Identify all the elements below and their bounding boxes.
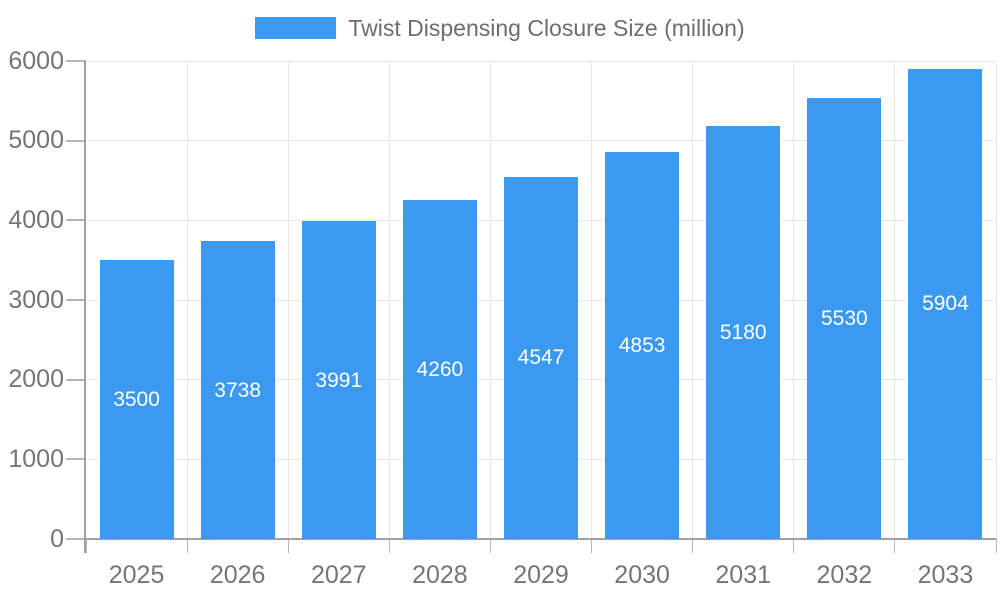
gridline-vertical [995, 61, 997, 539]
x-axis-tick [591, 539, 593, 553]
y-axis-tick [66, 458, 86, 461]
legend-swatch [255, 17, 337, 39]
legend-label: Twist Dispensing Closure Size (million) [348, 15, 745, 41]
x-axis-tick [287, 539, 289, 553]
x-axis-label: 2027 [310, 561, 367, 589]
gridline-vertical [489, 61, 491, 539]
gridline-horizontal [86, 140, 996, 142]
bar-value-label: 5904 [922, 292, 969, 316]
bar[interactable] [402, 199, 477, 539]
y-axis-label: 3000 [8, 285, 64, 314]
bar-value-label: 3991 [315, 368, 363, 392]
bar[interactable] [301, 221, 376, 539]
gridline-vertical [388, 61, 390, 539]
y-axis-label: 4000 [8, 205, 64, 234]
y-axis-label: 5000 [8, 126, 64, 155]
y-axis-tick [66, 299, 86, 301]
y-axis-label: 1000 [8, 444, 64, 473]
x-axis-tick [894, 539, 896, 553]
y-axis-label: 2000 [8, 365, 64, 394]
y-axis-label: 6000 [8, 46, 64, 75]
x-axis-tick [692, 539, 694, 553]
gridline-horizontal [86, 60, 996, 62]
bar[interactable] [807, 98, 882, 539]
bar[interactable] [200, 241, 275, 539]
bar-value-label: 5180 [719, 321, 767, 345]
x-axis-label: 2030 [614, 561, 670, 589]
x-axis-label: 2028 [412, 561, 468, 589]
y-axis-tick [66, 60, 86, 62]
legend[interactable]: Twist Dispensing Closure Size (million) [0, 14, 1000, 42]
bar[interactable] [908, 68, 983, 539]
y-axis-tick [66, 378, 86, 381]
y-axis-line [84, 61, 86, 553]
x-axis-label: 2031 [715, 561, 772, 589]
bar-value-label: 5530 [820, 307, 868, 331]
bar[interactable] [504, 176, 578, 539]
y-axis-tick [66, 219, 86, 222]
bar-value-label: 3500 [113, 388, 160, 412]
gridline-vertical [287, 61, 289, 539]
bar-value-label: 4547 [517, 346, 565, 370]
gridline-vertical [591, 61, 593, 539]
x-axis-label: 2032 [816, 561, 873, 589]
bar-value-label: 4853 [618, 334, 666, 358]
x-axis-tick [186, 539, 188, 553]
x-axis-tick [995, 539, 997, 553]
x-axis-label: 2025 [108, 561, 165, 589]
x-axis-tick [388, 539, 390, 553]
x-axis-label: 2033 [917, 561, 974, 589]
x-axis-label: 2026 [209, 561, 266, 589]
x-axis-tick [489, 539, 491, 553]
x-axis-tick [793, 539, 795, 553]
bar[interactable] [706, 126, 781, 539]
x-axis-line [86, 538, 996, 540]
bar[interactable] [99, 260, 174, 539]
gridline-vertical [793, 61, 795, 539]
bar[interactable] [605, 152, 680, 539]
y-axis-label: 0 [50, 524, 64, 553]
gridline-vertical [186, 61, 188, 539]
bar-value-label: 4260 [416, 357, 464, 381]
x-axis-tick [85, 539, 87, 553]
gridline-vertical [692, 61, 694, 539]
y-axis-tick [66, 538, 86, 540]
gridline-vertical [894, 61, 896, 539]
x-axis-label: 2029 [513, 561, 569, 589]
y-axis-tick [66, 139, 86, 142]
bar-value-label: 3738 [214, 378, 262, 402]
